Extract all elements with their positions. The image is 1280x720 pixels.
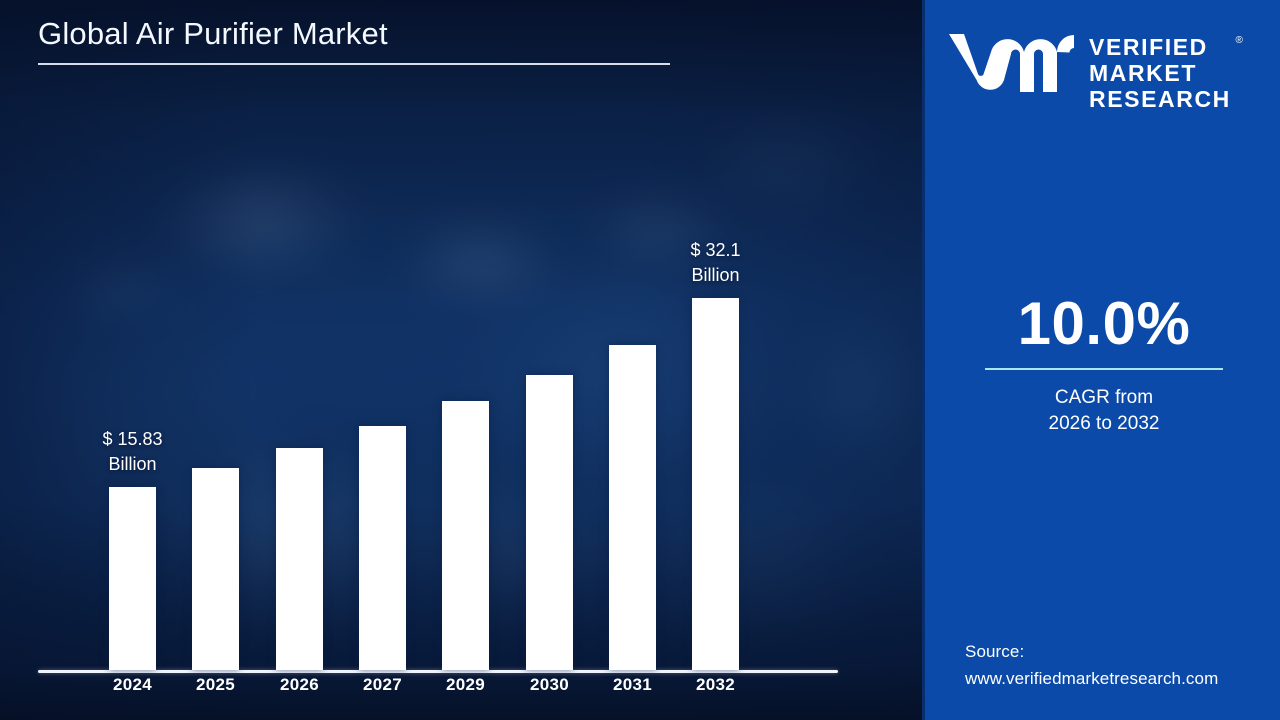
bar-2030 [526,375,573,670]
value-label-amount-2024: $ 15.83 [102,429,163,449]
x-tick-label-2025: 2025 [195,675,236,694]
x-axis-line [38,670,838,673]
cagr-value: 10.0% [1017,290,1191,357]
value-label-unit-2032: Billion [691,265,740,285]
x-tick-label-2030: 2030 [529,675,570,694]
value-label-unit-2024: Billion [108,454,157,474]
value-label-amount-2032: $ 32.1 [690,240,741,260]
title-block: Global Air Purifier Market [38,12,678,65]
x-tick-label-2027: 2027 [362,675,403,694]
page-title: Global Air Purifier Market [38,16,388,51]
source-label: Source: [965,642,1025,661]
bar-2032 [692,298,739,670]
sidebar-panel: VERIFIED MARKET RESEARCH ® 10.0% CAGR fr… [922,0,1280,720]
source-block: Source: www.verifiedmarketresearch.com [965,638,1218,692]
cagr-caption-line-1: CAGR from [1054,387,1154,408]
bar-2025 [192,468,239,670]
x-tick-label-2031: 2031 [612,675,653,694]
source-url[interactable]: www.verifiedmarketresearch.com [965,669,1219,688]
title-divider [38,63,670,65]
brand-logo: VERIFIED MARKET RESEARCH ® [947,30,1243,112]
cagr-divider [985,368,1223,370]
x-tick-label-2026: 2026 [279,675,320,694]
bar-chart-plot: 2024 $ 15.83 Billion 2025 2026 2027 2029 2030 20… [38,238,838,694]
brand-line-3: RESEARCH [1089,86,1231,112]
bar-2029 [442,401,489,670]
bar-2031 [609,345,656,670]
bar-2026 [276,448,323,670]
x-tick-label-2029: 2029 [445,675,486,694]
bar-2024 [109,487,156,670]
x-tick-label-2024: 2024 [112,675,153,694]
value-label-2032: $ 32.1 Billion [641,238,791,288]
value-label-2024: $ 15.83 Billion [58,427,208,477]
vmr-monogram-icon [949,34,1074,92]
brand-wordmark: VERIFIED MARKET RESEARCH ® [1089,30,1243,112]
registered-trademark-icon: ® [1235,35,1243,46]
chart-panel: Global Air Purifier Market 2024 $ 15.83 Bi… [0,0,922,720]
cagr-caption-line-2: 2026 to 2032 [1048,413,1160,434]
cagr-caption: CAGR from 2026 to 2032 [925,385,1280,437]
x-tick-label-2032: 2032 [695,675,736,694]
bar-2027 [359,426,406,670]
brand-line-2: MARKET [1089,60,1197,86]
brand-line-1: VERIFIED [1089,34,1208,60]
cagr-block: 10.0% CAGR from 2026 to 2032 [925,290,1280,437]
